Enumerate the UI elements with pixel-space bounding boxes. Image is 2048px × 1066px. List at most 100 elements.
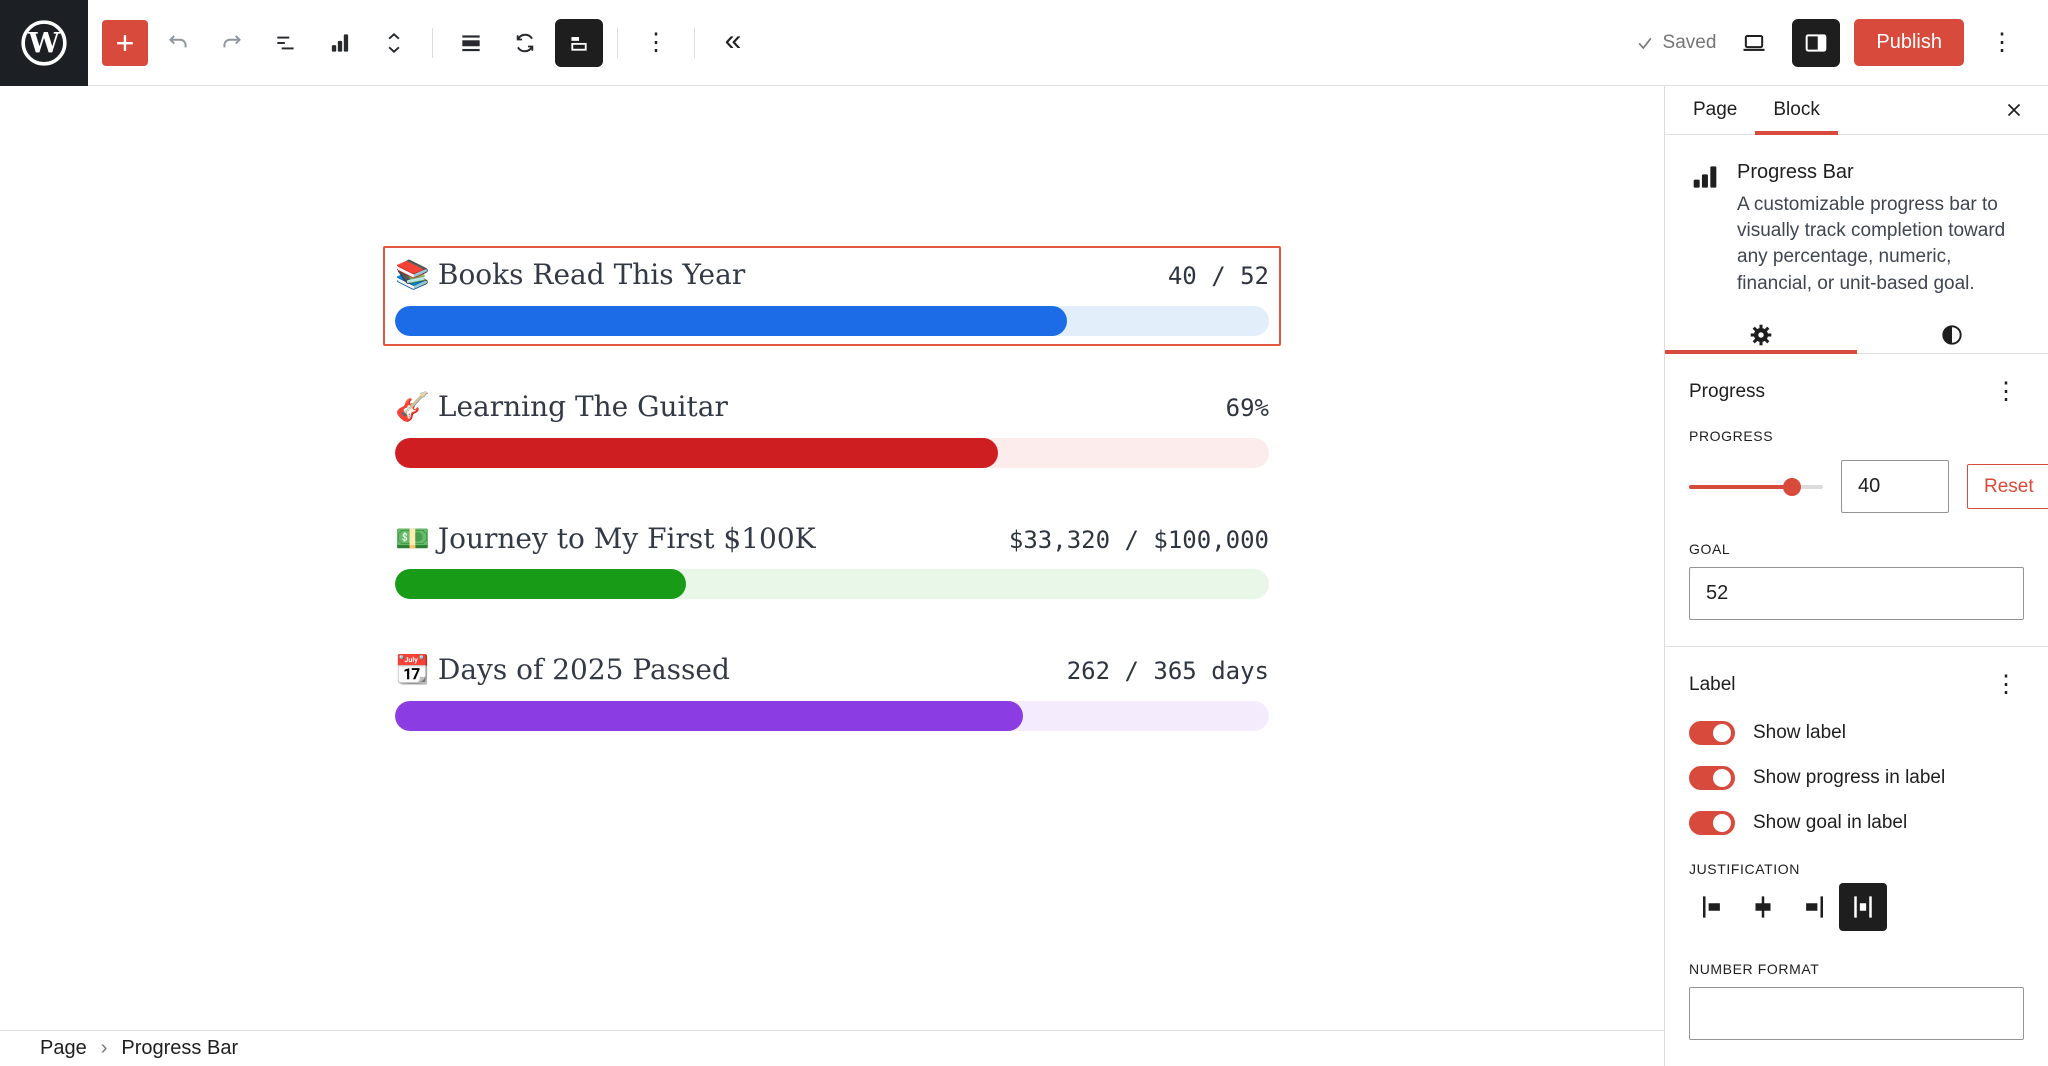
progress-bar-block[interactable]: 🎸 Learning The Guitar 69% <box>383 378 1281 478</box>
tab-page[interactable]: Page <box>1675 86 1755 134</box>
goal-field-label: GOAL <box>1689 541 1731 557</box>
justify-right-button[interactable] <box>1789 883 1837 931</box>
redo-button[interactable] <box>208 19 256 67</box>
progress-slider[interactable] <box>1689 477 1823 496</box>
toggle-switch[interactable] <box>1689 766 1735 790</box>
wordpress-logo-button[interactable]: W <box>0 0 88 86</box>
editor-canvas: 📚 Books Read This Year 40 / 52 🎸 Learning … <box>0 86 1664 1066</box>
justify-left-button[interactable] <box>1689 883 1737 931</box>
toggle-label: Show goal in label <box>1753 812 1908 833</box>
desktop-preview-icon <box>1743 34 1765 51</box>
progress-bar-block[interactable]: 📆 Days of 2025 Passed 262 / 365 days <box>383 641 1281 741</box>
number-format-input[interactable] <box>1689 987 2024 1040</box>
sidebar-tool-tabs <box>1665 317 2048 355</box>
progress-label: 📆 Days of 2025 Passed <box>395 653 730 687</box>
panel-title: Progress <box>1689 381 1766 402</box>
settings-sidebar-toggle-button[interactable] <box>1792 18 1841 67</box>
breadcrumb-block: Progress Bar <box>121 1037 239 1059</box>
tab-settings[interactable] <box>1665 317 1857 355</box>
progress-value: 69% <box>1225 393 1269 422</box>
progress-value: 262 / 365 days <box>1066 657 1269 686</box>
show-progress-toggle-row[interactable]: Show progress in label <box>1689 766 2024 790</box>
preview-button[interactable] <box>1730 19 1778 67</box>
progress-value: $33,320 / $100,000 <box>1008 525 1269 554</box>
progress-label: 💵 Journey to My First $100K <box>395 521 816 555</box>
tab-block[interactable]: Block <box>1755 86 1839 135</box>
redo-icon <box>223 34 241 47</box>
label-position-button[interactable] <box>555 18 603 67</box>
show-goal-toggle-row[interactable]: Show goal in label <box>1689 811 2024 835</box>
transform-icon <box>516 33 534 52</box>
block-mover-button[interactable] <box>370 19 418 67</box>
toggle-switch[interactable] <box>1689 811 1735 835</box>
goal-input[interactable] <box>1689 567 2024 620</box>
progress-track <box>395 437 1269 468</box>
undo-button[interactable] <box>154 19 202 67</box>
progress-value: 40 / 52 <box>1167 262 1269 290</box>
progress-label: 📚 Books Read This Year <box>395 258 746 291</box>
editor-options-button[interactable]: ⋮ <box>1978 19 2026 67</box>
progress-track <box>395 569 1269 600</box>
progress-fill <box>395 701 1023 732</box>
align-button[interactable] <box>447 19 495 67</box>
justify-center-button[interactable] <box>1739 883 1787 931</box>
toolbar-separator <box>694 27 695 58</box>
progress-fill <box>395 305 1068 336</box>
close-sidebar-button[interactable] <box>1990 86 2038 134</box>
books-emoji-icon: 📚 <box>395 258 430 291</box>
publish-button[interactable]: Publish <box>1854 19 1964 66</box>
collapse-toolbar-button[interactable]: « <box>709 19 757 67</box>
breadcrumb: Page › Progress Bar <box>0 1030 1664 1066</box>
progress-fill <box>395 437 999 468</box>
slider-thumb[interactable] <box>1783 477 1802 496</box>
calendar-emoji-icon: 📆 <box>395 653 430 687</box>
chart-bars-icon <box>1693 166 1717 188</box>
justification-options <box>1689 883 2024 931</box>
chevron-right-icon: › <box>100 1037 108 1059</box>
progress-panel-options-button[interactable]: ⋮ <box>1988 374 2024 410</box>
document-overview-button[interactable] <box>262 19 310 67</box>
gear-icon <box>1750 324 1772 346</box>
label-panel-options-button[interactable]: ⋮ <box>1988 667 2024 703</box>
label-position-icon <box>571 36 587 51</box>
progress-bar-block-parent-button[interactable] <box>316 19 364 67</box>
post-content: 📚 Books Read This Year 40 / 52 🎸 Learning … <box>383 86 1281 741</box>
toggle-label: Show label <box>1753 722 1846 743</box>
transform-button[interactable] <box>501 19 549 67</box>
progress-bar-block[interactable]: 📚 Books Read This Year 40 / 52 <box>383 246 1281 346</box>
toggle-switch[interactable] <box>1689 721 1735 745</box>
progress-panel: Progress ⋮ PROGRESS Reset GOAL <box>1665 354 2048 646</box>
money-emoji-icon: 💵 <box>395 521 430 555</box>
settings-sidebar: Page Block Progress Bar A customizable p… <box>1664 86 2048 1066</box>
justify-space-between-icon <box>1854 896 1872 918</box>
block-inserter-button[interactable]: + <box>102 19 148 66</box>
wordpress-logo-icon: W <box>21 19 67 66</box>
sidebar-panel-icon <box>1806 33 1827 52</box>
reset-button[interactable]: Reset <box>1967 464 2048 509</box>
undo-icon <box>169 34 187 47</box>
show-label-toggle-row[interactable]: Show label <box>1689 721 2024 745</box>
close-icon <box>2007 103 2021 117</box>
block-description: A customizable progress bar to visually … <box>1737 194 2006 294</box>
progress-number-input[interactable] <box>1841 460 1949 513</box>
progress-label: 🎸 Learning The Guitar <box>395 389 728 423</box>
sidebar-tabs: Page Block <box>1665 86 2048 135</box>
progress-bar-block[interactable]: 💵 Journey to My First $100K $33,320 / $10… <box>383 510 1281 610</box>
progress-fill <box>395 569 687 600</box>
block-options-button[interactable]: ⋮ <box>632 19 680 67</box>
slider-fill <box>1689 484 1793 489</box>
align-stretch-icon <box>462 34 480 51</box>
justify-space-between-button[interactable] <box>1839 883 1887 931</box>
kebab-icon: ⋮ <box>1994 671 2018 698</box>
tab-styles[interactable] <box>1857 317 2048 353</box>
progress-field-label: PROGRESS <box>1689 428 1774 444</box>
styles-half-circle-icon <box>1942 325 1962 345</box>
justification-field-label: JUSTIFICATION <box>1689 861 1800 877</box>
label-panel: Label ⋮ Show label Show progress in labe… <box>1665 646 2048 1066</box>
breadcrumb-page[interactable]: Page <box>40 1037 87 1059</box>
move-up-down-icon <box>388 32 400 53</box>
collapse-icon: « <box>724 23 742 57</box>
progress-track <box>395 701 1269 732</box>
toolbar-separator <box>617 27 618 58</box>
kebab-icon: ⋮ <box>644 28 668 56</box>
